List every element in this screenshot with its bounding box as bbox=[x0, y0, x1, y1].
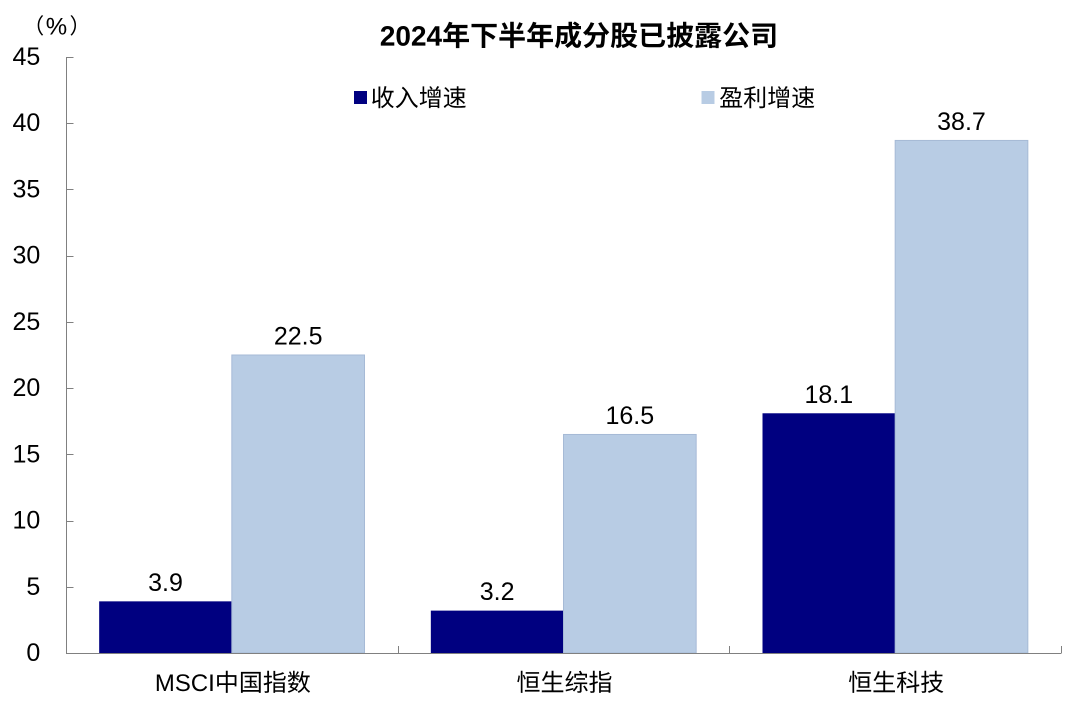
svg-text:16.5: 16.5 bbox=[605, 402, 654, 430]
svg-text:38.7: 38.7 bbox=[937, 108, 986, 136]
svg-text:10: 10 bbox=[12, 507, 40, 535]
svg-text:30: 30 bbox=[12, 242, 40, 270]
svg-text:5: 5 bbox=[26, 573, 40, 601]
svg-text:45: 45 bbox=[12, 43, 40, 71]
svg-text:40: 40 bbox=[12, 109, 40, 137]
svg-text:3.2: 3.2 bbox=[480, 578, 515, 606]
svg-text:25: 25 bbox=[12, 308, 40, 336]
svg-text:35: 35 bbox=[12, 175, 40, 203]
svg-text:15: 15 bbox=[12, 440, 40, 468]
svg-text:20: 20 bbox=[12, 374, 40, 402]
svg-text:18.1: 18.1 bbox=[804, 381, 853, 409]
svg-text:22.5: 22.5 bbox=[274, 323, 323, 351]
svg-text:3.9: 3.9 bbox=[148, 569, 183, 597]
svg-text:0: 0 bbox=[26, 639, 40, 667]
